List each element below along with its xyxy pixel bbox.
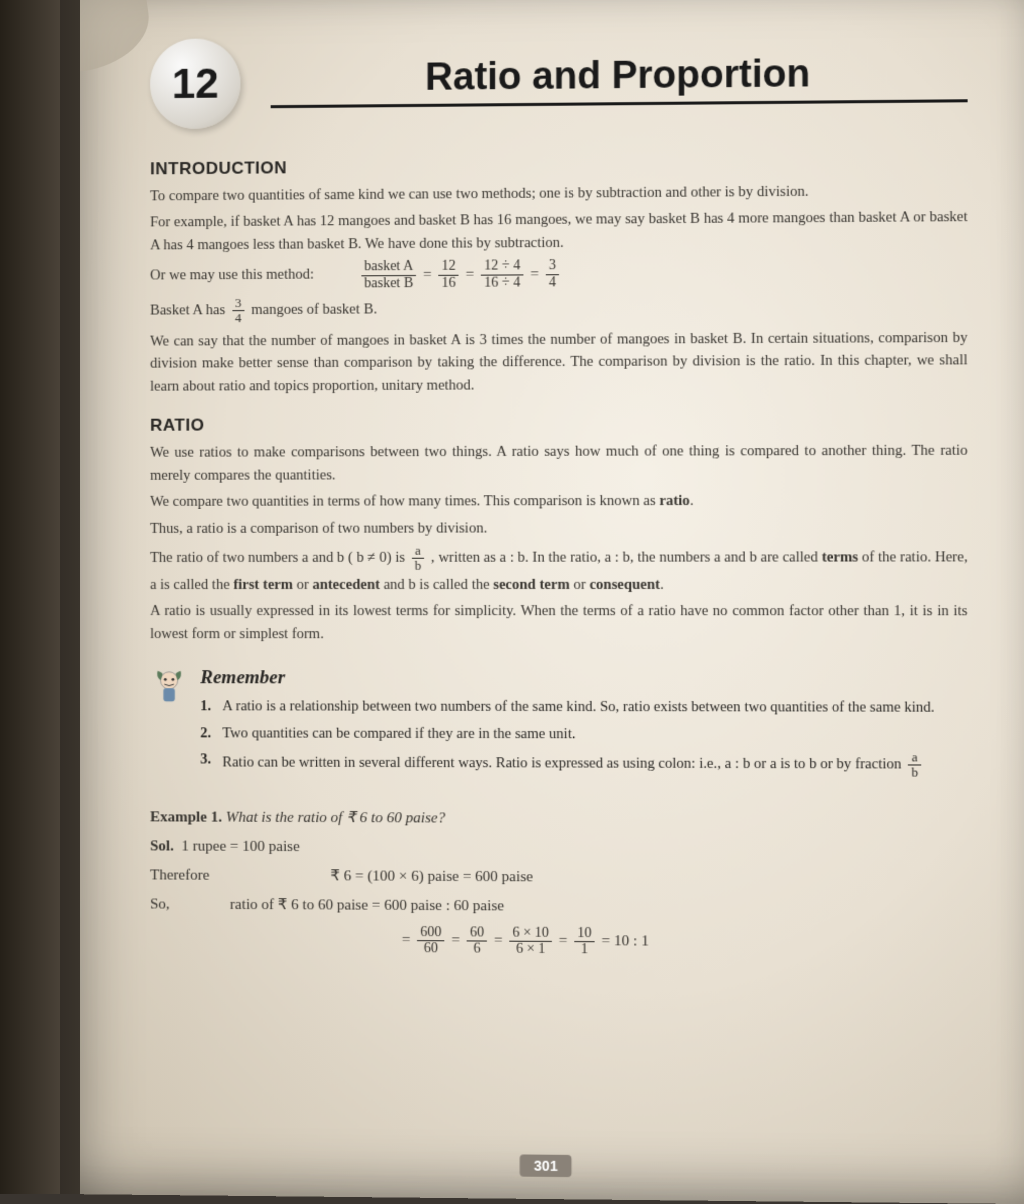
remember-block: Remember 1.A ratio is a relationship bet… bbox=[150, 667, 968, 784]
ratio-p4: The ratio of two numbers a and b ( b ≠ 0… bbox=[150, 543, 968, 596]
intro-heading: INTRODUCTION bbox=[150, 153, 968, 179]
intro-body: To compare two quantities of same kind w… bbox=[150, 179, 968, 397]
textbook-page: 12 Ratio and Proportion INTRODUCTION To … bbox=[60, 0, 1024, 1204]
remember-title: Remember bbox=[200, 667, 934, 690]
example-block: Example 1. What is the ratio of ₹ 6 to 6… bbox=[150, 806, 968, 960]
intro-p4: Basket A has 34 mangoes of basket B. bbox=[150, 292, 968, 326]
remember-content: Remember 1.A ratio is a relationship bet… bbox=[200, 667, 934, 784]
page-number: 301 bbox=[520, 1154, 572, 1177]
example-label: Example 1. bbox=[150, 809, 222, 825]
intro-p1: To compare two quantities of same kind w… bbox=[150, 179, 968, 207]
intro-formula: basket Abasket B = 1216 = 12 ÷ 416 ÷ 4 =… bbox=[358, 266, 562, 283]
intro-p2: For example, if basket A has 12 mangoes … bbox=[150, 206, 968, 256]
ratio-p2: We compare two quantities in terms of ho… bbox=[150, 489, 968, 513]
example-calc: = 60060 = 606 = 6 × 106 × 1 = 101 = 10 :… bbox=[402, 925, 968, 961]
example-question: What is the ratio of ₹ 6 to 60 paise? bbox=[226, 809, 445, 826]
ratio-p1: We use ratios to make comparisons betwee… bbox=[150, 440, 968, 487]
ratio-body: We use ratios to make comparisons betwee… bbox=[150, 440, 968, 646]
chapter-title: Ratio and Proportion bbox=[271, 51, 968, 108]
intro-p3: Or we may use this method: basket Abaske… bbox=[150, 256, 968, 293]
remember-icon bbox=[150, 667, 188, 705]
ratio-heading: RATIO bbox=[150, 413, 968, 436]
ratio-p3: Thus, a ratio is a comparison of two num… bbox=[150, 516, 968, 540]
remember-list: 1.A ratio is a relationship between two … bbox=[200, 695, 934, 780]
chapter-header: 12 Ratio and Proportion bbox=[150, 31, 968, 129]
chapter-number-badge: 12 bbox=[150, 38, 240, 129]
ratio-p5: A ratio is usually expressed in its lowe… bbox=[150, 600, 968, 646]
intro-p5: We can say that the number of mangoes in… bbox=[150, 327, 968, 398]
solution-label: Sol. bbox=[150, 838, 174, 854]
